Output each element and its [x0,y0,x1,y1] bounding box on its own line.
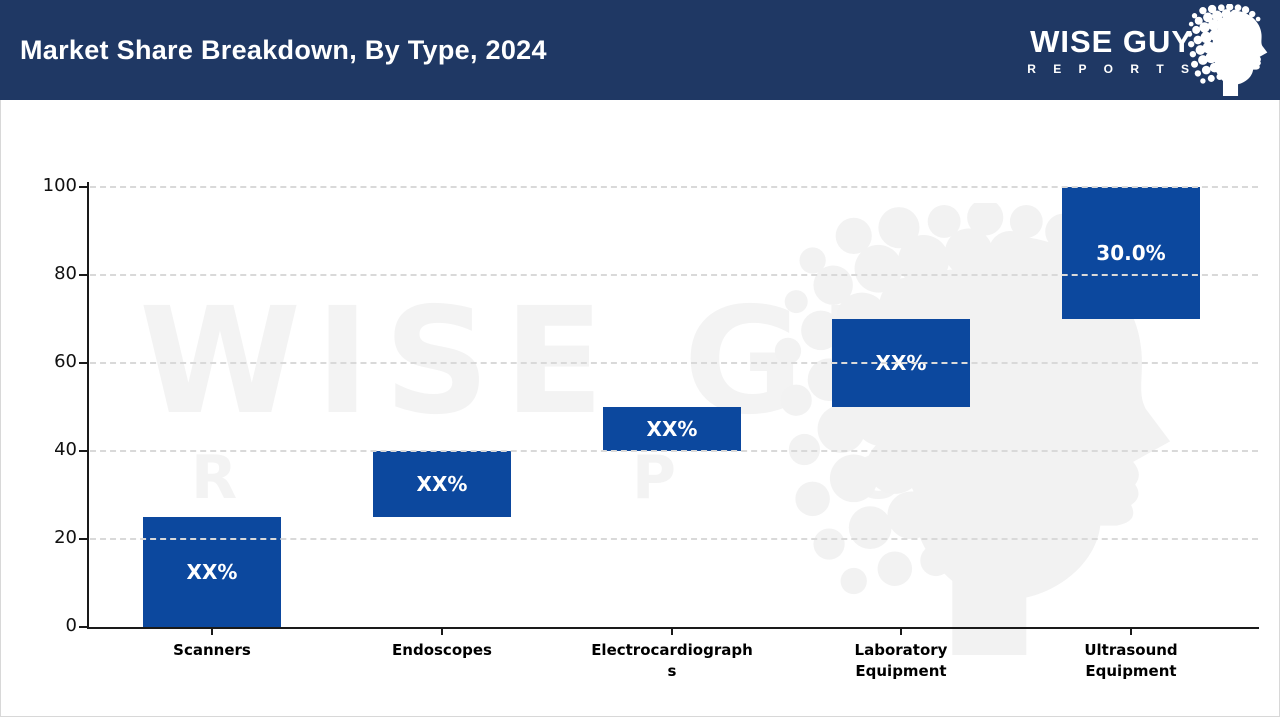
bar-endoscopes: XX% [373,451,511,517]
y-tick-mark [79,450,87,452]
x-tick-mark [671,629,673,635]
y-tick-label: 100 [42,175,77,196]
chart-area: WISE GUY R E P O R T S XX%ScannersXX%End… [0,100,1280,717]
x-tick-mark [441,629,443,635]
y-axis-line [87,182,89,629]
y-tick-label: 40 [54,439,77,460]
wise-guy-reports-logo: WISE GUY R E P O R T S [1027,4,1280,96]
y-tick-label: 0 [65,615,77,636]
bar-scanners: XX% [143,517,281,627]
gridline-40 [90,450,1258,452]
gridline-100 [90,186,1258,188]
y-tick-label: 80 [54,263,77,284]
gridline-80 [90,274,1258,276]
bar-electrocardiographs: XX% [603,407,741,451]
bar-value-label: 30.0% [1096,241,1166,265]
x-tick-mark [1130,629,1132,635]
y-tick-mark [79,274,87,276]
gridline-60 [90,362,1258,364]
y-tick-label: 60 [54,351,77,372]
gridline-20 [90,538,1258,540]
y-tick-mark [79,626,87,628]
logo-text: WISE GUY R E P O R T S [1027,24,1196,76]
category-label: Electrocardiograph s [591,641,753,680]
x-tick-mark [211,629,213,635]
y-tick-label: 20 [54,527,77,548]
bar-value-label: XX% [416,472,468,496]
logo-subtitle: R E P O R T S [1027,62,1196,76]
category-label: Scanners [173,641,251,659]
category-label: Laboratory Equipment [854,641,948,680]
header-bar: Market Share Breakdown, By Type, 2024 WI… [0,0,1280,100]
category-label: Endoscopes [392,641,492,659]
bar-value-label: XX% [646,417,698,441]
y-tick-mark [79,538,87,540]
chart-title: Market Share Breakdown, By Type, 2024 [20,34,547,65]
y-tick-mark [79,186,87,188]
logo-wordmark: WISE GUY [1030,24,1194,59]
x-axis-line [87,627,1259,629]
bar-value-label: XX% [186,560,238,584]
x-tick-mark [900,629,902,635]
category-label: Ultrasound Equipment [1084,641,1178,680]
y-tick-mark [79,362,87,364]
bar-ultrasound-equipment: 30.0% [1062,187,1200,319]
